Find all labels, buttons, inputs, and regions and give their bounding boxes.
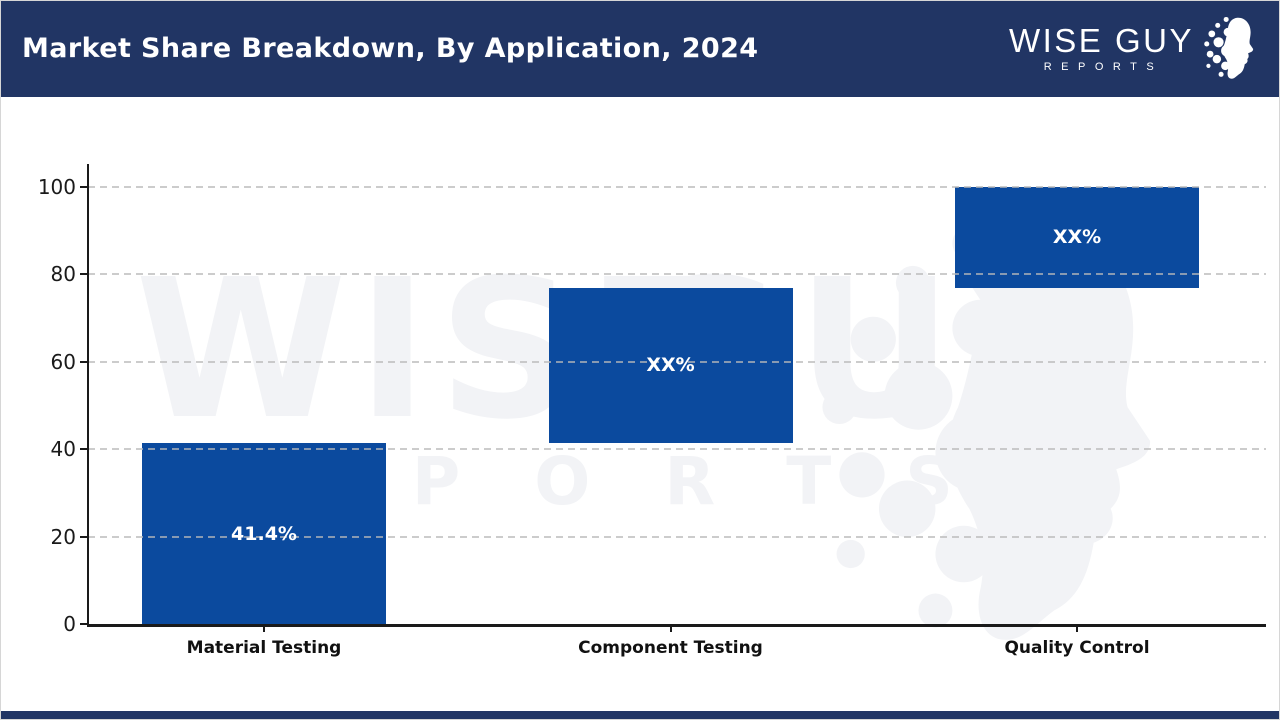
bar-value-label: XX%	[1052, 226, 1102, 249]
logo-subtitle: REPORTS	[1043, 61, 1164, 73]
x-axis-spine	[88, 624, 1266, 627]
y-axis-tick-label: 40	[50, 437, 76, 462]
y-axis-tick-mark	[80, 623, 88, 625]
wiseguy-logo: WISE GUY REPORTS	[1009, 11, 1254, 87]
x-axis-category-label: Component Testing	[578, 638, 763, 658]
gridline-100	[88, 186, 1266, 188]
header-bar: Market Share Breakdown, By Application, …	[0, 0, 1280, 97]
x-axis-category-label: Material Testing	[186, 638, 342, 658]
y-axis-tick-label: 20	[50, 524, 76, 549]
wiseguy-head-watermark	[822, 226, 1151, 640]
y-axis-tick-label: 100	[37, 175, 76, 199]
x-axis-category-label: Quality Control	[1004, 638, 1150, 658]
chart-title: Market Share Breakdown, By Application, …	[22, 33, 759, 64]
y-axis-tick-label: 80	[50, 262, 76, 287]
gridline-40	[88, 448, 1266, 451]
logo-wordmark: WISE GUY	[1008, 22, 1194, 59]
x-axis-tick-mark	[1076, 624, 1078, 632]
wiseguy-head-icon	[1204, 16, 1254, 79]
bar-Component Testing	[548, 287, 793, 444]
y-axis-spine	[87, 164, 89, 627]
y-axis-tick-mark	[80, 535, 88, 538]
gridline-60	[88, 360, 1266, 363]
bar-Material Testing	[142, 443, 386, 624]
y-axis-tick-mark	[80, 186, 88, 188]
bar-value-label: 41.4%	[231, 522, 297, 545]
logo-text: WISE GUY REPORTS	[1009, 24, 1194, 73]
bar-Quality Control	[955, 187, 1199, 288]
y-axis-tick-label: 0	[63, 612, 76, 636]
x-axis-tick-mark	[263, 624, 265, 632]
y-axis-tick-mark	[80, 360, 88, 363]
footer-bar	[0, 711, 1280, 720]
gridline-80	[88, 273, 1266, 276]
y-axis-tick-mark	[80, 273, 88, 276]
bar-value-label: XX%	[646, 354, 695, 377]
x-axis-tick-mark	[669, 624, 672, 632]
plot-area: WISE GUY REPORTS 0 20 40 60 80 100 41.4% Materi…	[0, 97, 1280, 712]
gridline-20	[88, 535, 1266, 538]
y-axis-tick-label: 60	[50, 349, 76, 374]
y-axis-tick-mark	[80, 448, 88, 451]
